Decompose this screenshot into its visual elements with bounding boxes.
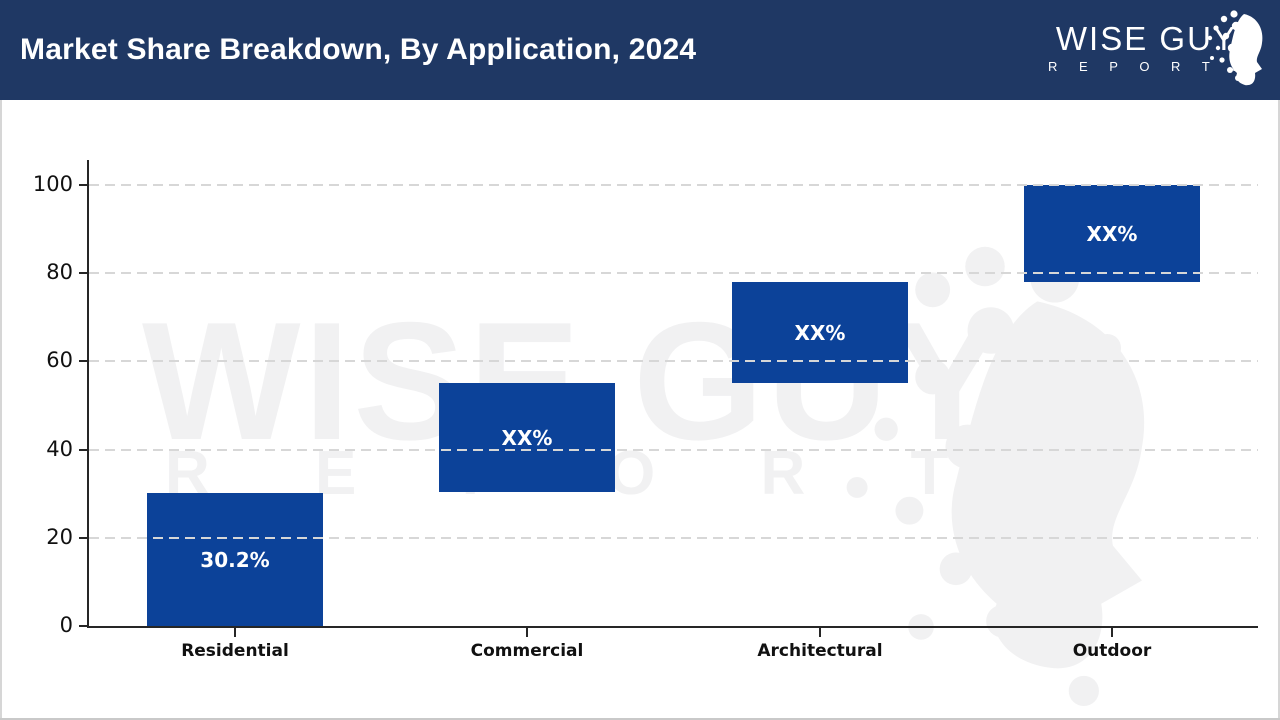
y-tick bbox=[79, 449, 87, 451]
logo-face-icon bbox=[1207, 10, 1263, 86]
x-axis-line bbox=[87, 626, 1258, 628]
y-axis-line bbox=[87, 160, 89, 628]
page-title: Market Share Breakdown, By Application, … bbox=[20, 33, 697, 66]
bar: XX% bbox=[732, 282, 908, 383]
header-bar: Market Share Breakdown, By Application, … bbox=[0, 0, 1280, 100]
x-axis-label: Commercial bbox=[470, 641, 584, 661]
y-tick bbox=[79, 537, 87, 539]
y-gridline bbox=[89, 449, 1258, 451]
bar-value-label: XX% bbox=[1086, 221, 1138, 246]
y-tick bbox=[79, 184, 87, 186]
waterfall-chart: 30.2% Residential XX% Commercial XX% Architec… bbox=[0, 100, 1280, 718]
bar: XX% bbox=[1024, 185, 1200, 282]
bar-value-label: XX% bbox=[501, 425, 553, 450]
x-tick bbox=[819, 628, 821, 637]
logo-text: WISE GUY R E P O R T S bbox=[1044, 20, 1249, 75]
y-tick-label: 60 bbox=[46, 348, 73, 372]
bar-value-label: XX% bbox=[794, 320, 846, 345]
y-gridline bbox=[89, 184, 1258, 186]
y-tick-label: 100 bbox=[32, 172, 73, 196]
y-gridline bbox=[89, 360, 1258, 362]
x-tick bbox=[234, 628, 236, 637]
y-tick bbox=[79, 625, 87, 627]
y-tick-label: 20 bbox=[46, 525, 73, 549]
logo-sub-text: R E P O R T S bbox=[1048, 59, 1249, 74]
bar-value-label: 30.2% bbox=[200, 547, 270, 572]
y-tick-label: 0 bbox=[59, 613, 73, 637]
y-tick-label: 80 bbox=[46, 260, 73, 284]
x-tick bbox=[1111, 628, 1113, 637]
x-tick bbox=[526, 628, 528, 637]
bar: XX% bbox=[439, 383, 615, 492]
x-axis-label: Architectural bbox=[757, 641, 883, 661]
y-tick bbox=[79, 360, 87, 362]
x-axis-label: Residential bbox=[181, 641, 289, 661]
y-tick-label: 40 bbox=[46, 437, 73, 461]
x-axis-label: Outdoor bbox=[1072, 641, 1152, 661]
y-gridline bbox=[89, 537, 1258, 539]
logo-brand-text: WISE GUY bbox=[1055, 20, 1237, 57]
y-gridline bbox=[89, 272, 1258, 274]
y-tick bbox=[79, 272, 87, 274]
wiseguy-logo: WISE GUY R E P O R T S bbox=[1016, 6, 1266, 94]
bar: 30.2% bbox=[147, 493, 323, 626]
